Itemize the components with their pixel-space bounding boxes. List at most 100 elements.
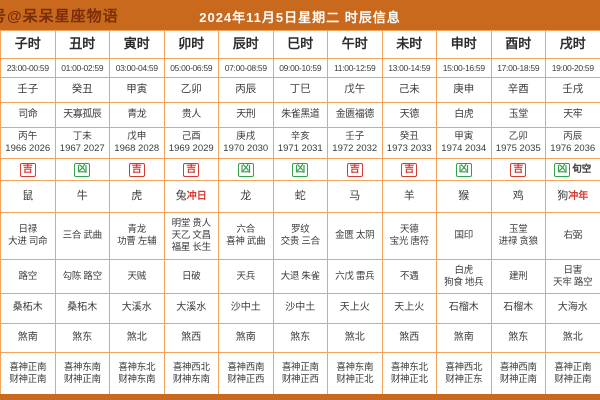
gods-direction-cell: 喜神东北 财神正北 (381, 352, 437, 395)
luck-badge: 吉 (128, 162, 145, 177)
sha-direction-cell: 煞北 (545, 323, 600, 353)
hour-ganzhi-cell: 戊午 (327, 77, 383, 103)
nayin-element-cell-text: 大海水 (557, 302, 588, 314)
auspicious-stars-cell: 青龙 功曹 左辅 (109, 212, 165, 260)
huangdao-star-cell: 白虎 (436, 102, 492, 128)
time-range-cell: 19:00-20:59 (545, 58, 600, 78)
huangdao-star-cell: 金匮福德 (327, 102, 383, 128)
gods-direction-cell-line: 喜神东北 (390, 361, 428, 373)
hour-name-cell: 子时 (0, 30, 56, 59)
huangdao-star-cell: 天牢 (545, 102, 600, 128)
gods-direction-cell-line: 喜神西北 (445, 361, 483, 373)
zodiac-cell: 猴 (436, 180, 492, 213)
zodiac-clash-text: 冲年 (568, 190, 589, 202)
hour-name-cell-text: 丑时 (69, 36, 96, 52)
years-line: 1966 2026 (5, 143, 51, 154)
zodiac-clash-text: 冲日 (186, 190, 207, 202)
hour-ganzhi-cell-text: 甲寅 (126, 83, 148, 96)
years-line: 1976 2036 (550, 143, 596, 154)
luck-verdict-cell: 凶 (272, 158, 328, 181)
gods-direction-cell-line: 喜神东南 (336, 361, 374, 373)
years-line: 1970 2030 (223, 143, 269, 154)
auspicious-stars-cell-line: 喜神 武曲 (226, 236, 266, 247)
inauspicious-stars-cell: 六戊 雷兵 (327, 259, 383, 294)
nayin-element-cell-text: 大溪水 (121, 302, 152, 314)
hour-name-cell-text: 寅时 (123, 36, 150, 52)
zodiac-animal-text: 马 (349, 189, 361, 202)
sha-direction-cell-text: 煞北 (562, 331, 583, 343)
hour-ganzhi-cell-text: 戊午 (344, 83, 366, 96)
year-ganzhi-line: 辛亥 (290, 131, 310, 143)
zodiac-cell: 蛇 (272, 180, 328, 213)
huangdao-star-cell-text: 朱雀黑道 (281, 108, 320, 120)
zodiac-animal-text: 蛇 (294, 189, 306, 202)
zodiac-animal-text: 虎 (131, 189, 143, 202)
years-line: 1971 2031 (277, 143, 323, 154)
matching-years-cell: 戊申 1968 2028 (109, 127, 165, 159)
luck-badge: 凶 (455, 162, 472, 177)
inauspicious-stars-cell: 天兵 (218, 259, 274, 294)
luck-badge: 吉 (401, 162, 418, 177)
sha-direction-cell-text: 煞南 (235, 331, 256, 343)
luck-verdict-cell: 吉 (0, 158, 56, 181)
luck-verdict-cell: 吉 (490, 158, 546, 181)
huangdao-star-cell-text: 青龙 (127, 108, 147, 120)
time-range-cell: 15:00-16:59 (436, 58, 492, 78)
inauspicious-stars-cell: 日害 天牢 路空 (545, 259, 600, 294)
time-range-cell-text: 13:00-14:59 (388, 62, 431, 73)
nayin-element-cell: 大海水 (545, 293, 600, 324)
zodiac-animal-text: 龙 (240, 189, 252, 202)
gods-direction-cell: 喜神西北 财神正东 (436, 352, 492, 395)
huangdao-star-cell: 天德 (381, 102, 437, 128)
gods-direction-cell: 喜神西南 财神正南 (490, 352, 546, 395)
huangdao-star-cell: 玉堂 (490, 102, 546, 128)
auspicious-stars-cell-line: 国印 (454, 230, 474, 242)
nayin-element-cell-text: 沙中土 (285, 302, 316, 314)
hour-info-table: 子时丑时寅时卯时辰时巳时午时未时申时酉时戌时亥时23:00-00:5901:00… (0, 30, 600, 395)
years-line: 1973 2033 (386, 143, 432, 154)
gods-direction-cell: 喜神东南 财神正北 (327, 352, 383, 395)
inauspicious-stars-cell-line: 天贼 (127, 270, 147, 282)
inauspicious-stars-cell: 勾陈 路空 (54, 259, 110, 294)
inauspicious-stars-cell: 不遇 (381, 259, 437, 294)
time-range-cell-text: 03:00-04:59 (115, 62, 158, 73)
luck-verdict-cell: 凶 (218, 158, 274, 181)
time-range-cell: 23:00-00:59 (0, 58, 56, 78)
inauspicious-stars-cell: 白虎 狗食 地兵 (436, 259, 492, 294)
inauspicious-stars-cell-line: 日破 (182, 270, 201, 282)
hour-ganzhi-cell: 丙辰 (218, 77, 274, 103)
gods-direction-cell-line: 喜神西南 (227, 361, 265, 373)
sha-direction-cell-text: 煞西 (399, 331, 420, 343)
zodiac-animal-text: 鼠 (22, 189, 34, 202)
luck-extra-text: 旬空 (572, 163, 592, 175)
hour-name-cell: 辰时 (218, 30, 274, 59)
matching-years-cell: 庚戌 1970 2030 (218, 127, 274, 159)
footer-band (0, 394, 600, 400)
matching-years-cell: 丁未 1967 2027 (54, 127, 110, 159)
auspicious-stars-cell: 罗纹 交贵 三合 (272, 212, 328, 260)
hour-name-cell-text: 巳时 (287, 36, 314, 52)
sha-direction-cell-text: 煞西 (181, 331, 202, 343)
inauspicious-stars-cell-line: 建刑 (509, 270, 528, 282)
zodiac-animal-text: 鸡 (512, 189, 524, 202)
years-line: 1972 2032 (332, 143, 378, 154)
sha-direction-cell: 煞北 (109, 323, 165, 353)
nayin-element-cell-text: 大溪水 (176, 302, 207, 314)
auspicious-stars-cell: 玉堂 进禄 贪狼 (490, 212, 546, 260)
gods-direction-cell: 喜神西北 财神东南 (163, 352, 219, 395)
time-range-cell: 13:00-14:59 (381, 58, 437, 78)
luck-verdict-cell: 吉 (327, 158, 383, 181)
hour-name-cell: 卯时 (163, 30, 219, 59)
inauspicious-stars-cell: 天贼 (109, 259, 165, 294)
zodiac-cell: 虎 (109, 180, 165, 213)
sha-direction-cell-text: 煞东 (290, 331, 311, 343)
sha-direction-cell: 煞西 (163, 323, 219, 353)
nayin-element-cell: 沙中土 (218, 293, 274, 324)
nayin-element-cell-text: 桑柘木 (12, 302, 43, 314)
hour-ganzhi-cell-text: 己未 (398, 83, 420, 96)
auspicious-stars-cell-line: 福星 长生 (171, 241, 211, 253)
hour-name-cell: 未时 (381, 30, 437, 59)
luck-verdict-cell: 吉 (381, 158, 437, 181)
inauspicious-stars-cell: 路空 (0, 259, 56, 294)
